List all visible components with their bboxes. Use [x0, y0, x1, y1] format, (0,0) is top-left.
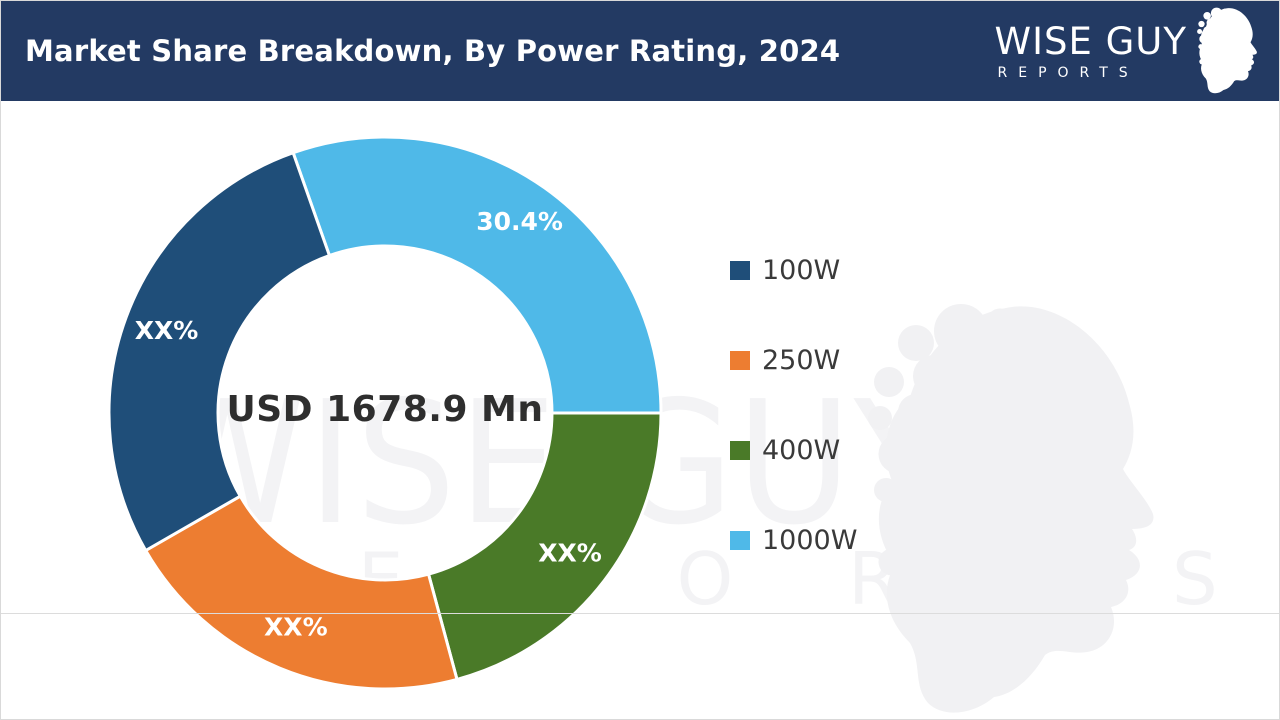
chart-legend: 100W 250W 400W 1000W	[730, 253, 857, 613]
legend-item-400w: 400W	[730, 433, 857, 467]
logo-face-icon	[1197, 7, 1257, 94]
legend-swatch	[730, 530, 750, 550]
header: Market Share Breakdown, By Power Rating,…	[1, 1, 1279, 101]
watermark-face-icon	[868, 304, 1154, 713]
wise-guy-logo: WISE GUY REPORTS	[995, 7, 1259, 95]
chart-area: WISE GUY R E P O R T S 30.4% XX% XX% XX% US…	[1, 101, 1279, 714]
donut-segment-100w	[107, 151, 331, 552]
donut-chart: 30.4% XX% XX% XX%	[107, 135, 663, 691]
legend-item-1000w: 1000W	[730, 523, 857, 557]
legend-swatch	[730, 260, 750, 280]
legend-item-250w: 250W	[730, 343, 857, 377]
footer-divider	[1, 613, 1279, 614]
logo-wordmark: WISE GUY	[994, 19, 1187, 63]
legend-label: 400W	[762, 434, 841, 466]
slice-label: XX%	[135, 316, 199, 345]
donut-segment-400w	[427, 411, 663, 681]
donut-segment-250w	[144, 494, 459, 691]
slice-label: XX%	[264, 612, 328, 641]
legend-swatch	[730, 440, 750, 460]
slice-label: XX%	[538, 539, 602, 568]
slice-label: 30.4%	[476, 207, 563, 236]
logo-subtitle: REPORTS	[997, 64, 1139, 81]
page-title: Market Share Breakdown, By Power Rating,…	[25, 34, 841, 68]
legend-item-100w: 100W	[730, 253, 857, 287]
legend-label: 100W	[762, 254, 841, 286]
legend-label: 1000W	[762, 524, 858, 556]
donut-segment-1000w	[291, 135, 663, 415]
legend-swatch	[730, 350, 750, 370]
legend-label: 250W	[762, 344, 841, 376]
logo-text: WISE GUY REPORTS	[995, 23, 1187, 80]
